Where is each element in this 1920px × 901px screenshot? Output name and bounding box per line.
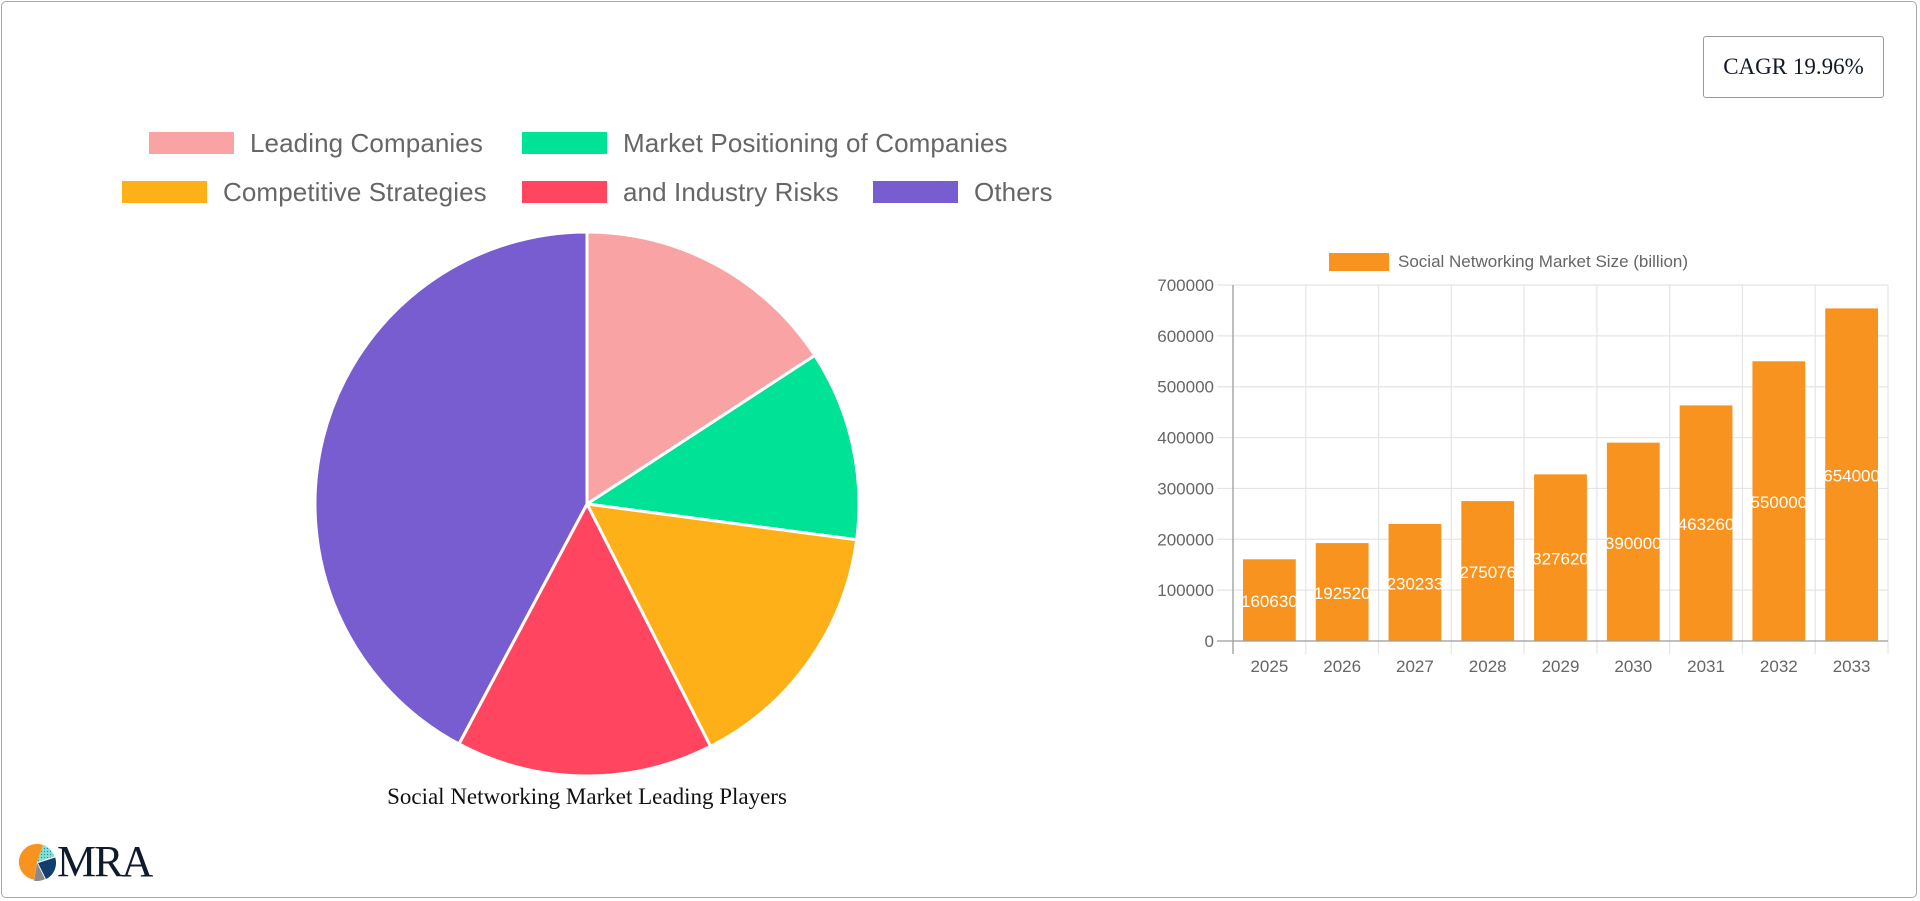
legend-label: and Industry Risks xyxy=(623,176,839,207)
bar-2025[interactable] xyxy=(1243,559,1296,641)
y-tick-label: 300000 xyxy=(1157,479,1214,498)
bar-value-label: 230233 xyxy=(1387,574,1444,593)
x-tick-label: 2029 xyxy=(1542,657,1580,676)
legend-label: Social Networking Market Size (billion) xyxy=(1398,252,1689,271)
bar-2027[interactable] xyxy=(1388,523,1442,641)
logo-text: MRA xyxy=(57,837,153,886)
bar-value-label: 654000 xyxy=(1823,467,1880,486)
pie-logo-icon xyxy=(18,843,56,881)
bar-value-label: 390000 xyxy=(1605,534,1662,553)
bar-value-label: 550000 xyxy=(1750,493,1807,512)
bar-value-label: 327620 xyxy=(1532,550,1589,569)
bar-series: 160630 192520 230233 275076 327620 390000 4632… xyxy=(1241,308,1880,641)
legend-swatch xyxy=(873,181,958,203)
bar-2028[interactable] xyxy=(1461,501,1515,641)
legend-item-industry-risks[interactable]: and Industry Risks xyxy=(522,176,839,207)
legend-label: Competitive Strategies xyxy=(223,176,487,207)
y-tick-label: 200000 xyxy=(1157,530,1214,549)
bar-2031[interactable] xyxy=(1679,405,1733,641)
legend-item-others[interactable]: Others xyxy=(873,176,1053,207)
cagr-label: CAGR 19.96% xyxy=(1723,54,1864,79)
bar-2029[interactable] xyxy=(1534,474,1587,641)
bar-2033[interactable] xyxy=(1825,308,1878,641)
pie-chart xyxy=(313,230,861,778)
x-tick-label: 2033 xyxy=(1833,657,1871,676)
y-tick-label: 0 xyxy=(1205,632,1214,651)
bar-2030[interactable] xyxy=(1606,442,1660,641)
legend-swatch xyxy=(122,181,207,203)
x-tick-label: 2031 xyxy=(1687,657,1725,676)
bar-2032[interactable] xyxy=(1752,361,1806,641)
y-tick-label: 700000 xyxy=(1157,276,1214,295)
legend-swatch xyxy=(522,132,607,154)
legend-label: Others xyxy=(974,176,1053,207)
legend-swatch xyxy=(522,181,607,203)
legend-label: Market Positioning of Companies xyxy=(623,127,1008,158)
pie-slice-market-positioning-of-companies[interactable] xyxy=(585,353,861,542)
legend-label: Leading Companies xyxy=(250,127,483,158)
mra-logo: MRA xyxy=(18,837,153,886)
bar-2026[interactable] xyxy=(1315,543,1369,641)
x-tick-label: 2026 xyxy=(1323,657,1361,676)
pie-slice-others[interactable] xyxy=(313,230,589,746)
bar-value-label: 275076 xyxy=(1459,563,1516,582)
bar-value-label: 160630 xyxy=(1241,592,1298,611)
cagr-badge: CAGR 19.96% xyxy=(1703,36,1884,98)
bar-axes: 0 100000 200000 300000 400000 500000 600000 700… xyxy=(1157,276,1888,676)
y-tick-label: 500000 xyxy=(1157,378,1214,397)
x-tick-label: 2028 xyxy=(1469,657,1507,676)
pie-slice-and-industry-risks[interactable] xyxy=(457,502,712,778)
bar-legend[interactable]: Social Networking Market Size (billion) xyxy=(1329,252,1688,272)
y-tick-label: 400000 xyxy=(1157,429,1214,448)
x-tick-label: 2032 xyxy=(1760,657,1798,676)
pie-slice-competitive-strategies[interactable] xyxy=(585,502,859,748)
bar-value-label: 463260 xyxy=(1678,515,1735,534)
legend-swatch xyxy=(149,132,234,154)
pie-slice-leading-companies[interactable] xyxy=(585,230,817,506)
pie-caption: Social Networking Market Leading Players xyxy=(387,784,787,809)
legend-item-competitive-strategies[interactable]: Competitive Strategies xyxy=(122,176,487,207)
y-tick-label: 600000 xyxy=(1157,327,1214,346)
y-tick-label: 100000 xyxy=(1157,581,1214,600)
x-tick-label: 2027 xyxy=(1396,657,1434,676)
x-tick-label: 2025 xyxy=(1250,657,1288,676)
bar-value-label: 192520 xyxy=(1314,584,1371,603)
legend-item-market-positioning[interactable]: Market Positioning of Companies xyxy=(522,127,1008,158)
x-tick-label: 2030 xyxy=(1614,657,1652,676)
legend-swatch xyxy=(1329,253,1389,271)
legend-item-leading-companies[interactable]: Leading Companies xyxy=(149,127,483,158)
